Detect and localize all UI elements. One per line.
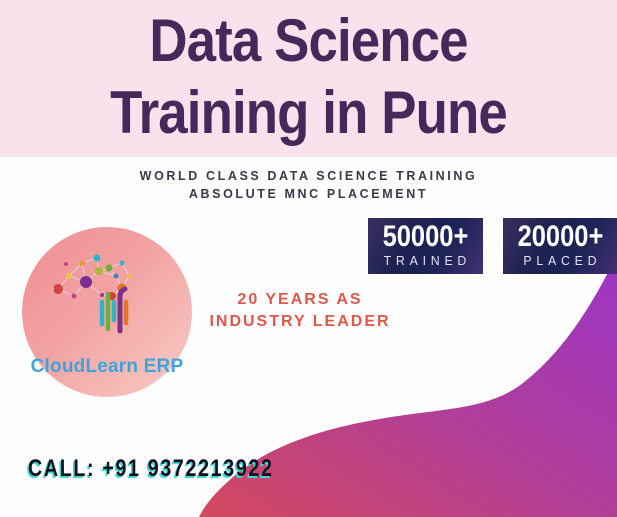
trained-badge: 50000+ TRAINED <box>368 218 483 274</box>
poster-title: Data Science Training in Pune <box>37 5 580 149</box>
subtitle-line-1: WORLD CLASS DATA SCIENCE TRAINING <box>139 169 478 183</box>
header-band <box>0 0 617 157</box>
subtitle-line-2: ABSOLUTE MNC PLACEMENT <box>188 186 429 201</box>
highlight-line-2: INDUSTRY LEADER <box>209 313 391 330</box>
placed-label: PLACED <box>523 253 602 268</box>
trained-count: 50000+ <box>382 220 469 253</box>
title-line-1: Data Science <box>149 7 468 74</box>
logo-tree-icon <box>54 254 131 334</box>
cloudlearn-logo: CloudLearn ERP <box>22 227 192 397</box>
stats-badges: 50000+ TRAINED 20000+ PLACED <box>368 218 617 274</box>
call-phone-number: CALL: +91 9372213922 <box>28 455 274 482</box>
trained-label: TRAINED <box>383 253 472 268</box>
highlight-line-1: 20 YEARS AS <box>237 291 363 308</box>
placed-count: 20000+ <box>517 220 604 253</box>
poster-subtitle: WORLD CLASS DATA SCIENCE TRAINING ABSOLU… <box>0 168 617 203</box>
logo-wordmark: CloudLearn ERP <box>30 356 184 377</box>
placed-badge: 20000+ PLACED <box>502 218 617 274</box>
title-line-2: Training in Pune <box>110 79 507 146</box>
industry-leader-text: 20 YEARS AS INDUSTRY LEADER <box>185 289 415 333</box>
